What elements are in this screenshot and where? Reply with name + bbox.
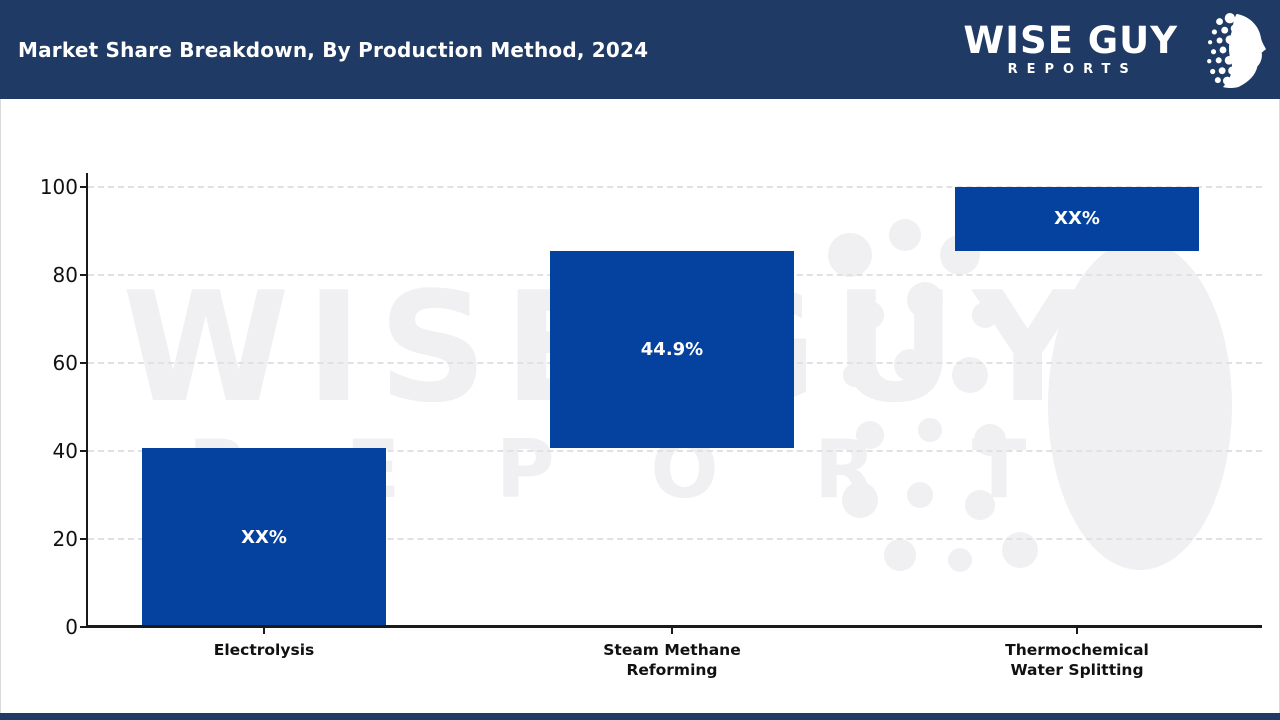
bar-value-label: XX% xyxy=(1054,208,1100,230)
y-tick-label-100: 100 xyxy=(39,175,78,199)
logo-subtext: REPORTS xyxy=(1007,62,1138,77)
logo-text: WISE GUY REPORTS xyxy=(963,22,1178,78)
y-tick-label-60: 60 xyxy=(52,351,78,375)
x-tick-1 xyxy=(671,627,673,634)
y-axis-spine xyxy=(86,173,88,627)
y-tick-40 xyxy=(80,450,88,452)
x-category-label-2: Thermochemical Water Splitting xyxy=(1005,641,1149,679)
wise-guy-reports-logo: WISE GUY REPORTS xyxy=(963,8,1266,92)
y-tick-label-0: 0 xyxy=(65,615,78,639)
y-tick-label-20: 20 xyxy=(52,527,78,551)
bar-electrolysis: XX% xyxy=(142,448,386,627)
y-tick-label-80: 80 xyxy=(52,263,78,287)
page-title: Market Share Breakdown, By Production Me… xyxy=(18,37,649,62)
x-tick-0 xyxy=(263,627,265,634)
gridline-y20 xyxy=(88,538,1262,540)
y-tick-100 xyxy=(80,186,88,188)
bar-steam-methane: 44.9% xyxy=(550,250,794,449)
bar-thermochemical: XX% xyxy=(955,187,1199,251)
logo-wordmark: WISE GUY xyxy=(963,19,1178,62)
y-tick-60 xyxy=(80,362,88,364)
header-band: Market Share Breakdown, By Production Me… xyxy=(0,0,1280,99)
watermark-face-icon xyxy=(828,219,1232,572)
x-category-label-1: Steam Methane Reforming xyxy=(603,641,741,679)
logo-face-icon xyxy=(1207,13,1266,88)
x-axis-spine xyxy=(86,625,1262,628)
y-tick-20 xyxy=(80,538,88,540)
gridline-y100 xyxy=(88,186,1262,188)
footer-band xyxy=(0,713,1280,720)
gridline-y40 xyxy=(88,450,1262,452)
y-tick-80 xyxy=(80,274,88,276)
y-tick-label-40: 40 xyxy=(52,439,78,463)
x-tick-2 xyxy=(1076,627,1078,634)
x-category-label-0: Electrolysis xyxy=(213,641,315,659)
bar-value-label: XX% xyxy=(241,527,287,549)
y-tick-0 xyxy=(80,626,88,628)
bar-value-label: 44.9% xyxy=(640,339,704,361)
